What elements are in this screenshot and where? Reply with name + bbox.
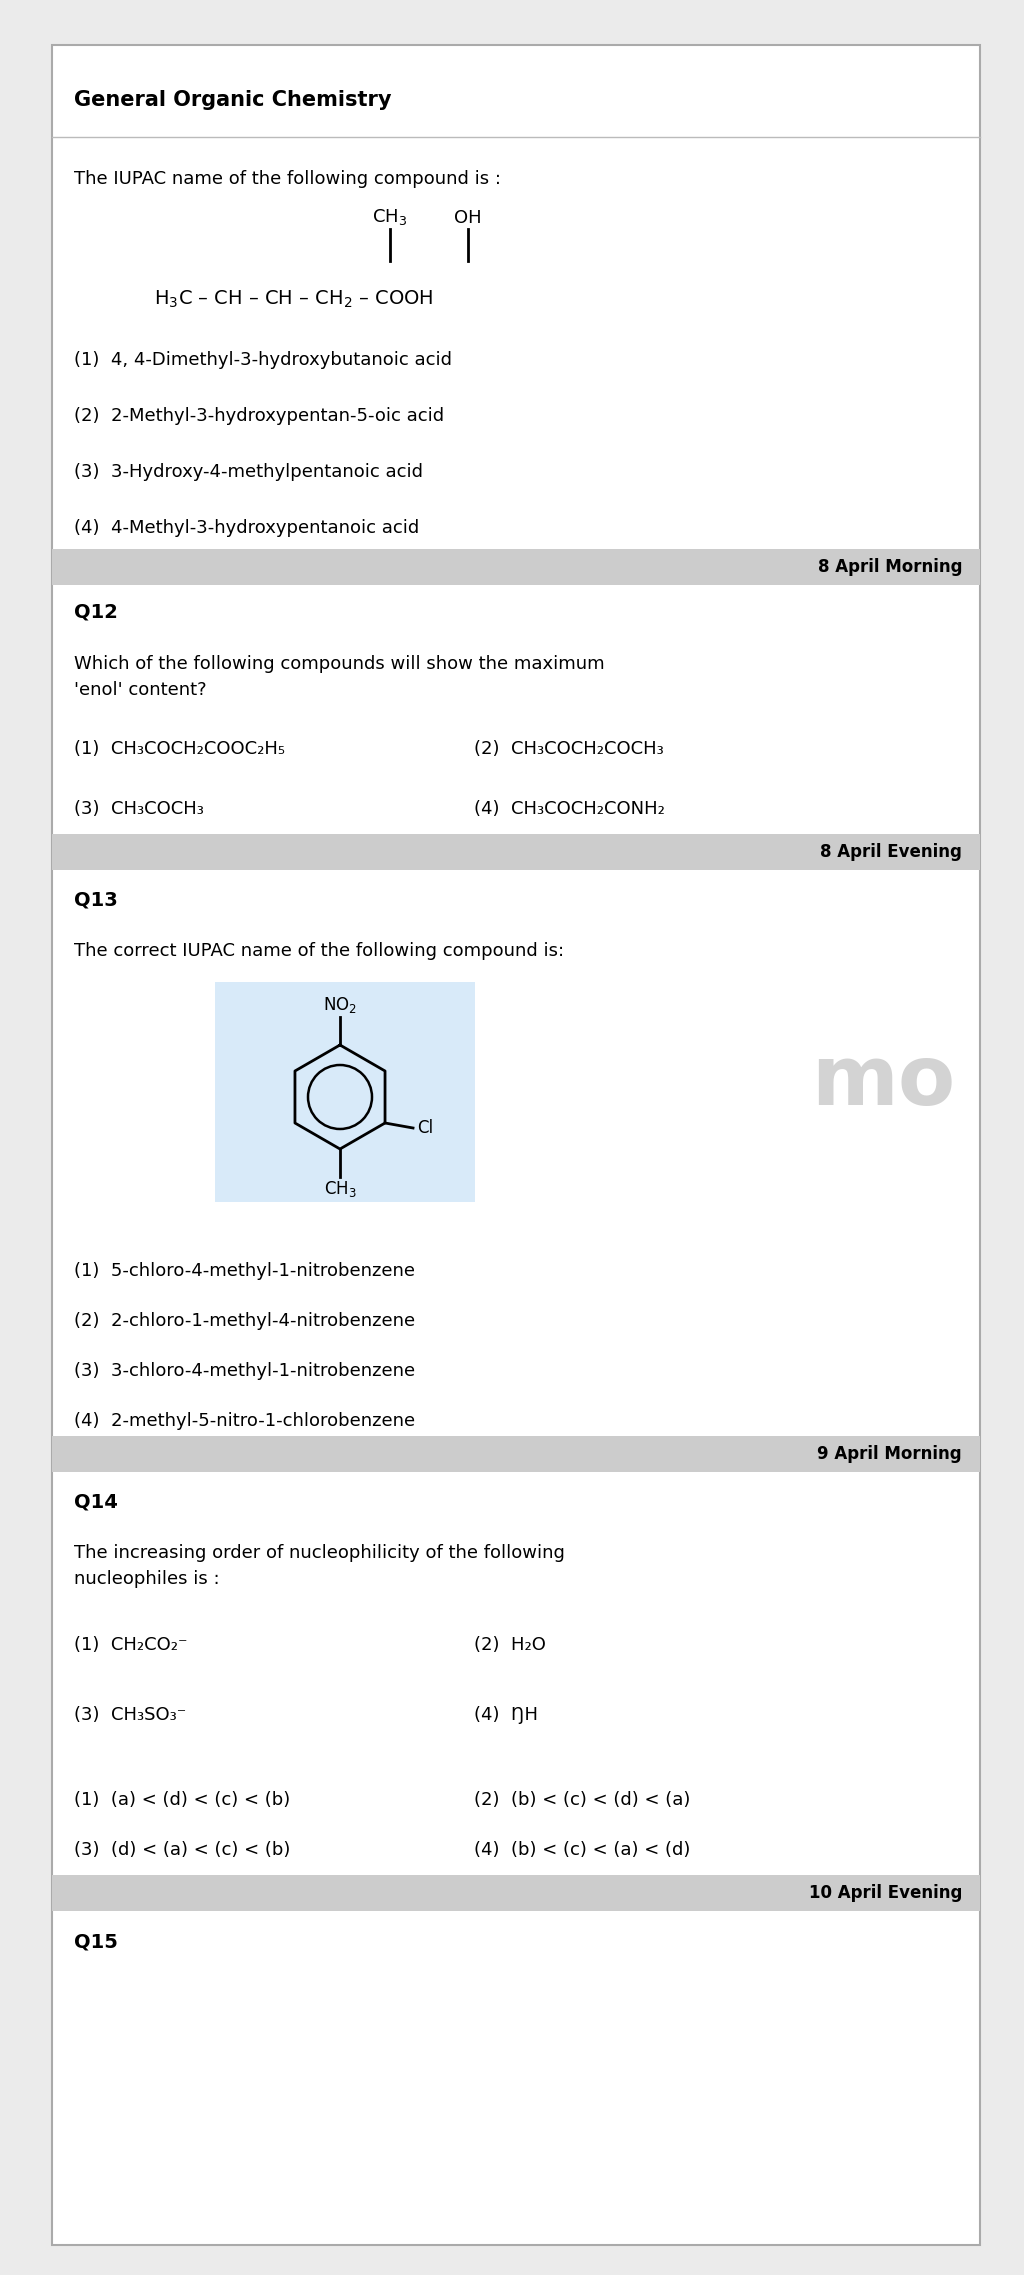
Text: NO$_2$: NO$_2$ <box>323 994 357 1015</box>
Text: (1)  5-chloro-4-methyl-1-nitrobenzene: (1) 5-chloro-4-methyl-1-nitrobenzene <box>74 1263 415 1281</box>
Text: (2)  H₂O: (2) H₂O <box>474 1636 546 1654</box>
Text: (1)  CH₂CO₂⁻: (1) CH₂CO₂⁻ <box>74 1636 187 1654</box>
FancyBboxPatch shape <box>215 983 475 1201</box>
Text: OH: OH <box>455 209 482 228</box>
Text: General Organic Chemistry: General Organic Chemistry <box>74 91 391 109</box>
Text: The increasing order of nucleophilicity of the following
nucleophiles is :: The increasing order of nucleophilicity … <box>74 1545 565 1588</box>
Text: Q14: Q14 <box>74 1492 118 1511</box>
Text: 10 April Evening: 10 April Evening <box>809 1884 962 1902</box>
Text: Cl: Cl <box>417 1119 433 1138</box>
Text: (3)  (d) < (a) < (c) < (b): (3) (d) < (a) < (c) < (b) <box>74 1840 291 1859</box>
Text: (1)  (a) < (d) < (c) < (b): (1) (a) < (d) < (c) < (b) <box>74 1790 290 1809</box>
Text: Which of the following compounds will show the maximum
'enol' content?: Which of the following compounds will sh… <box>74 655 604 698</box>
Text: (3)  CH₃COCH₃: (3) CH₃COCH₃ <box>74 801 204 819</box>
Text: (2)  CH₃COCH₂COCH₃: (2) CH₃COCH₂COCH₃ <box>474 739 664 758</box>
Text: mo: mo <box>811 1042 955 1122</box>
Text: 8 April Evening: 8 April Evening <box>820 844 962 860</box>
Text: (2)  (b) < (c) < (d) < (a): (2) (b) < (c) < (d) < (a) <box>474 1790 690 1809</box>
Text: (4)  (b) < (c) < (a) < (d): (4) (b) < (c) < (a) < (d) <box>474 1840 690 1859</box>
Text: The correct IUPAC name of the following compound is:: The correct IUPAC name of the following … <box>74 942 564 960</box>
FancyBboxPatch shape <box>52 1436 980 1472</box>
Text: (4)  CH₃COCH₂CONH₂: (4) CH₃COCH₂CONH₂ <box>474 801 665 819</box>
Text: (3)  3-chloro-4-methyl-1-nitrobenzene: (3) 3-chloro-4-methyl-1-nitrobenzene <box>74 1363 415 1381</box>
FancyBboxPatch shape <box>52 548 980 585</box>
Text: 9 April Morning: 9 April Morning <box>817 1445 962 1463</box>
FancyBboxPatch shape <box>52 46 980 2245</box>
Text: Q12: Q12 <box>74 603 118 621</box>
Text: H$_3$C – CH – CH – CH$_2$ – COOH: H$_3$C – CH – CH – CH$_2$ – COOH <box>154 289 433 309</box>
FancyBboxPatch shape <box>52 835 980 869</box>
Text: (1)  CH₃COCH₂COOC₂H₅: (1) CH₃COCH₂COOC₂H₅ <box>74 739 285 758</box>
Text: (1)  4, 4-Dimethyl-3-hydroxybutanoic acid: (1) 4, 4-Dimethyl-3-hydroxybutanoic acid <box>74 350 452 369</box>
Text: CH$_3$: CH$_3$ <box>373 207 408 228</box>
Text: (4)  2-methyl-5-nitro-1-chlorobenzene: (4) 2-methyl-5-nitro-1-chlorobenzene <box>74 1413 415 1431</box>
Text: Q15: Q15 <box>74 1934 118 1952</box>
Text: Q13: Q13 <box>74 890 118 910</box>
Text: 8 April Morning: 8 April Morning <box>817 557 962 576</box>
Text: (3)  CH₃SO₃⁻: (3) CH₃SO₃⁻ <box>74 1706 186 1724</box>
Text: The IUPAC name of the following compound is :: The IUPAC name of the following compound… <box>74 171 501 189</box>
Text: (4)  4-Methyl-3-hydroxypentanoic acid: (4) 4-Methyl-3-hydroxypentanoic acid <box>74 519 419 537</box>
Text: CH$_3$: CH$_3$ <box>324 1178 356 1199</box>
Text: (2)  2-chloro-1-methyl-4-nitrobenzene: (2) 2-chloro-1-methyl-4-nitrobenzene <box>74 1313 415 1331</box>
Text: (3)  3-Hydroxy-4-methylpentanoic acid: (3) 3-Hydroxy-4-methylpentanoic acid <box>74 464 423 480</box>
Text: (4)  ŊH: (4) ŊH <box>474 1706 538 1724</box>
FancyBboxPatch shape <box>52 1875 980 1911</box>
Text: (2)  2-Methyl-3-hydroxypentan-5-oic acid: (2) 2-Methyl-3-hydroxypentan-5-oic acid <box>74 407 444 425</box>
